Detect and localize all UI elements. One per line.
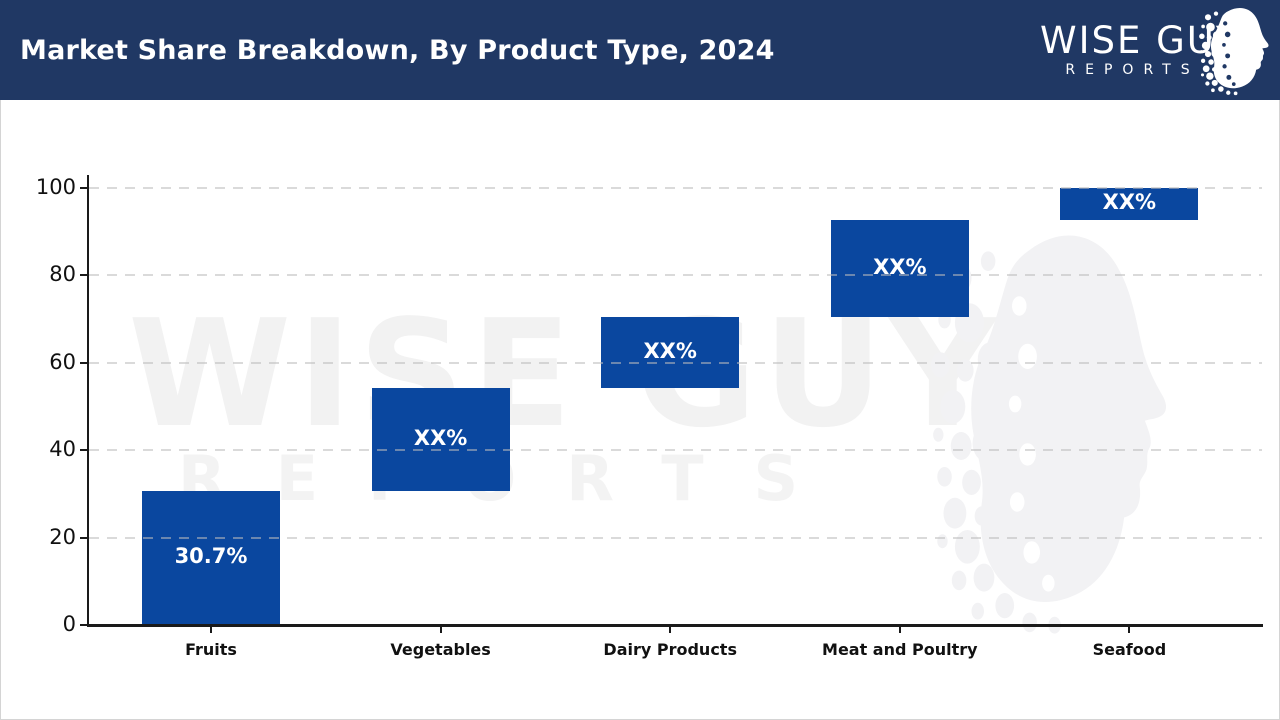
logo-subtext: REPORTS: [1065, 62, 1200, 78]
y-tick-label-20: 20: [49, 524, 76, 549]
gridline-20: [89, 536, 1262, 539]
bar-dairy-products: [601, 317, 740, 389]
bar-value-label-fruits: 30.7%: [174, 543, 248, 568]
bar-seafood: [1060, 187, 1199, 220]
gridline-80: [89, 274, 1262, 276]
bar-vegetables: [371, 388, 510, 491]
x-tick-label-vegetables: Vegetables: [390, 640, 491, 659]
logo-face-icon: [1199, 7, 1269, 96]
bar-value-label-vegetables: XX%: [413, 425, 468, 450]
gridline-100: [89, 186, 1262, 189]
y-tick-mark-100: [80, 186, 88, 189]
gridline-40: [89, 449, 1262, 451]
y-tick-mark-60: [80, 361, 88, 364]
y-axis-line: [87, 175, 89, 625]
y-tick-label-0: 0: [62, 612, 76, 636]
header-band: Market Share Breakdown, By Product Type,…: [0, 0, 1280, 100]
y-tick-label-60: 60: [49, 349, 76, 374]
x-tick-label-dairy-products: Dairy Products: [603, 640, 737, 659]
y-tick-label-40: 40: [49, 437, 76, 461]
y-tick-mark-80: [80, 274, 88, 276]
x-tick-label-fruits: Fruits: [185, 640, 237, 659]
x-tick-mark-vegetables: [439, 627, 442, 633]
x-tick-mark-seafood: [1128, 627, 1131, 633]
y-tick-mark-40: [80, 449, 88, 451]
bar-value-label-dairy-products: XX%: [643, 338, 697, 363]
bar-value-label-meat-and-poultry: XX%: [873, 254, 927, 279]
x-axis-line: [87, 624, 1263, 627]
wise-guy-reports-logo: WISE GUY REPORTS: [1030, 0, 1280, 100]
x-tick-mark-dairy-products: [669, 627, 672, 633]
chart-title: Market Share Breakdown, By Product Type,…: [20, 34, 775, 66]
x-tick-label-meat-and-poultry: Meat and Poultry: [822, 640, 978, 659]
x-tick-mark-meat-and-poultry: [898, 627, 901, 633]
x-tick-label-seafood: Seafood: [1092, 640, 1167, 659]
bar-meat-and-poultry: [830, 219, 969, 318]
y-tick-label-80: 80: [49, 262, 76, 286]
x-tick-mark-fruits: [210, 627, 212, 633]
gridline-60: [89, 361, 1262, 364]
y-tick-mark-0: [80, 624, 88, 626]
y-tick-label-100: 100: [35, 174, 76, 199]
y-tick-mark-20: [80, 536, 88, 539]
bar-value-label-seafood: XX%: [1102, 189, 1157, 214]
bar-fruits: [142, 490, 280, 625]
